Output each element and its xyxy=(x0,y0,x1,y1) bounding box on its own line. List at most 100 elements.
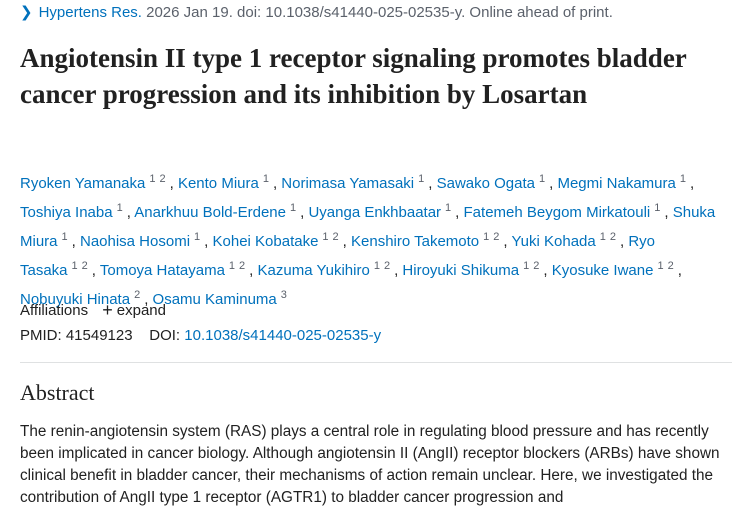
affiliation-ref[interactable]: 2 xyxy=(159,173,166,185)
author-list: Ryoken Yamanaka 1 2, Kento Miura 1, Norimas… xyxy=(20,167,732,312)
separator: , xyxy=(144,291,149,308)
author-name[interactable]: Kento Miura xyxy=(177,175,259,192)
affiliation-ref[interactable]: 2 xyxy=(239,260,246,272)
affiliation-ref[interactable]: 1 xyxy=(194,231,201,243)
author: Fatemeh Beygom Mirkatouli 1, xyxy=(463,202,669,221)
affiliation-refs: 2 xyxy=(134,289,144,301)
author: Megmi Nakamura 1, xyxy=(557,173,695,192)
separator: , xyxy=(689,175,695,192)
author-name[interactable]: Anarkhuu Bold-Erdene xyxy=(134,204,286,221)
author-name[interactable]: Kenshiro Takemoto xyxy=(351,233,480,250)
journal-link[interactable]: Hypertens Res. xyxy=(38,4,142,21)
article-title: Angiotensin II type 1 receptor signaling… xyxy=(20,43,687,109)
author-name[interactable]: Yuki Kohada xyxy=(511,233,596,250)
affiliation-refs: 1 xyxy=(290,202,300,214)
separator: , xyxy=(126,204,131,221)
separator: , xyxy=(300,204,305,221)
affiliation-refs: 1 xyxy=(62,231,72,243)
author-name[interactable]: Nobuyuki Hinata xyxy=(20,291,131,308)
author-name[interactable]: Hiroyuki Shikuma xyxy=(402,262,520,279)
separator: , xyxy=(342,233,347,250)
affiliation-ref[interactable]: 2 xyxy=(667,260,674,272)
affiliation-ref[interactable]: 2 xyxy=(493,231,500,243)
affiliation-refs: 1 xyxy=(680,173,690,185)
author-name[interactable]: Kohei Kobatake xyxy=(212,233,319,250)
author: Naohisa Hosomi 1, xyxy=(79,231,209,250)
author: Shuka Miura 1, xyxy=(20,204,715,250)
affiliation-ref[interactable]: 1 xyxy=(523,260,530,272)
pmid: 41549123 xyxy=(65,327,133,344)
expand-button[interactable]: + expand xyxy=(102,300,166,320)
separator: , xyxy=(91,262,96,279)
affiliation-ref[interactable]: 2 xyxy=(332,231,339,243)
author: Uyanga Enkhbaatar 1, xyxy=(308,202,460,221)
affiliation-ref[interactable]: 1 xyxy=(71,260,78,272)
affiliation-ref[interactable]: 2 xyxy=(533,260,540,272)
affiliation-ref[interactable]: 1 xyxy=(262,173,269,185)
affiliation-ref[interactable]: 1 xyxy=(654,202,661,214)
abstract-heading: Abstract xyxy=(20,380,95,405)
author-name[interactable]: Uyanga Enkhbaatar xyxy=(308,204,442,221)
author-name[interactable]: Megmi Nakamura xyxy=(557,175,676,192)
citation-details: 2026 Jan 19. doi: 10.1038/s41440-025-025… xyxy=(146,4,613,21)
affiliation-ref[interactable]: 1 xyxy=(61,231,68,243)
separator: , xyxy=(503,233,508,250)
author-name[interactable]: Osamu Kaminuma xyxy=(152,291,277,308)
affiliation-ref[interactable]: 1 xyxy=(322,231,329,243)
affiliation-ref[interactable]: 1 xyxy=(373,260,380,272)
separator: , xyxy=(71,233,76,250)
author-name[interactable]: Ryo Tasaka xyxy=(20,233,656,279)
author: Norimasa Yamasaki 1, xyxy=(281,173,433,192)
author-name[interactable]: Naohisa Hosomi xyxy=(79,233,191,250)
separator: , xyxy=(543,262,548,279)
separator: , xyxy=(428,175,433,192)
author-name[interactable]: Shuka Miura xyxy=(20,204,716,250)
author: Sawako Ogata 1, xyxy=(436,173,554,192)
abstract-text: The renin-angiotensin system (RAS) plays… xyxy=(20,423,720,506)
affiliation-ref[interactable]: 1 xyxy=(149,173,156,185)
affiliation-ref[interactable]: 1 xyxy=(289,202,297,214)
affiliation-refs: 1 xyxy=(117,202,127,214)
affiliation-ref[interactable]: 1 xyxy=(657,260,664,272)
author-name[interactable]: Toshiya Inaba xyxy=(20,204,113,221)
affiliation-ref[interactable]: 3 xyxy=(280,289,287,301)
affiliation-refs: 1 xyxy=(654,202,664,214)
author: Ryoken Yamanaka 1 2, xyxy=(20,173,174,192)
affiliation-ref[interactable]: 1 xyxy=(116,202,123,214)
affiliation-ref[interactable]: 1 xyxy=(228,260,236,272)
author-name[interactable]: Norimasa Yamasaki xyxy=(281,175,415,192)
affiliation-ref[interactable]: 1 xyxy=(679,173,686,185)
separator: , xyxy=(394,262,399,279)
affiliation-ref[interactable]: 1 xyxy=(445,202,452,214)
affiliation-ref[interactable]: 1 xyxy=(599,231,606,243)
affiliation-ref[interactable]: 1 xyxy=(483,231,490,243)
affiliation-ref[interactable]: 2 xyxy=(609,231,616,243)
author: Anarkhuu Bold-Erdene 1, xyxy=(134,202,305,221)
affiliation-ref[interactable]: 1 xyxy=(539,173,546,185)
author-name[interactable]: Kazuma Yukihiro xyxy=(257,262,370,279)
affiliation-ref[interactable]: 2 xyxy=(134,289,141,301)
expand-icon: + xyxy=(102,300,113,320)
author-name[interactable]: Tomoya Hatayama xyxy=(99,262,225,279)
affiliations-label: Affiliations xyxy=(20,302,89,319)
author-name[interactable]: Fatemeh Beygom Mirkatouli xyxy=(463,204,651,221)
separator: , xyxy=(455,204,460,221)
author-name[interactable]: Ryoken Yamanaka xyxy=(20,175,146,192)
separator: , xyxy=(272,175,278,192)
affiliation-refs: 1 xyxy=(418,173,428,185)
citation: ❯ Hypertens Res. 2026 Jan 19. doi: 10.103… xyxy=(20,3,613,21)
pmid-label: PMID: xyxy=(20,327,62,344)
author: Kyosuke Iwane 1 2, xyxy=(551,260,682,279)
doi-label: DOI: xyxy=(149,327,181,344)
author: Kohei Kobatake 1 2, xyxy=(212,231,347,250)
doi-link[interactable]: 10.1038/s41440-025-02535-y xyxy=(184,327,382,344)
affiliation-ref[interactable]: 2 xyxy=(81,260,88,272)
author-name[interactable]: Sawako Ogata xyxy=(436,175,535,192)
author-name[interactable]: Kyosuke Iwane xyxy=(551,262,654,279)
separator: , xyxy=(204,233,209,250)
affiliation-ref[interactable]: 1 xyxy=(418,173,425,185)
affiliation-ref[interactable]: 2 xyxy=(383,260,391,272)
